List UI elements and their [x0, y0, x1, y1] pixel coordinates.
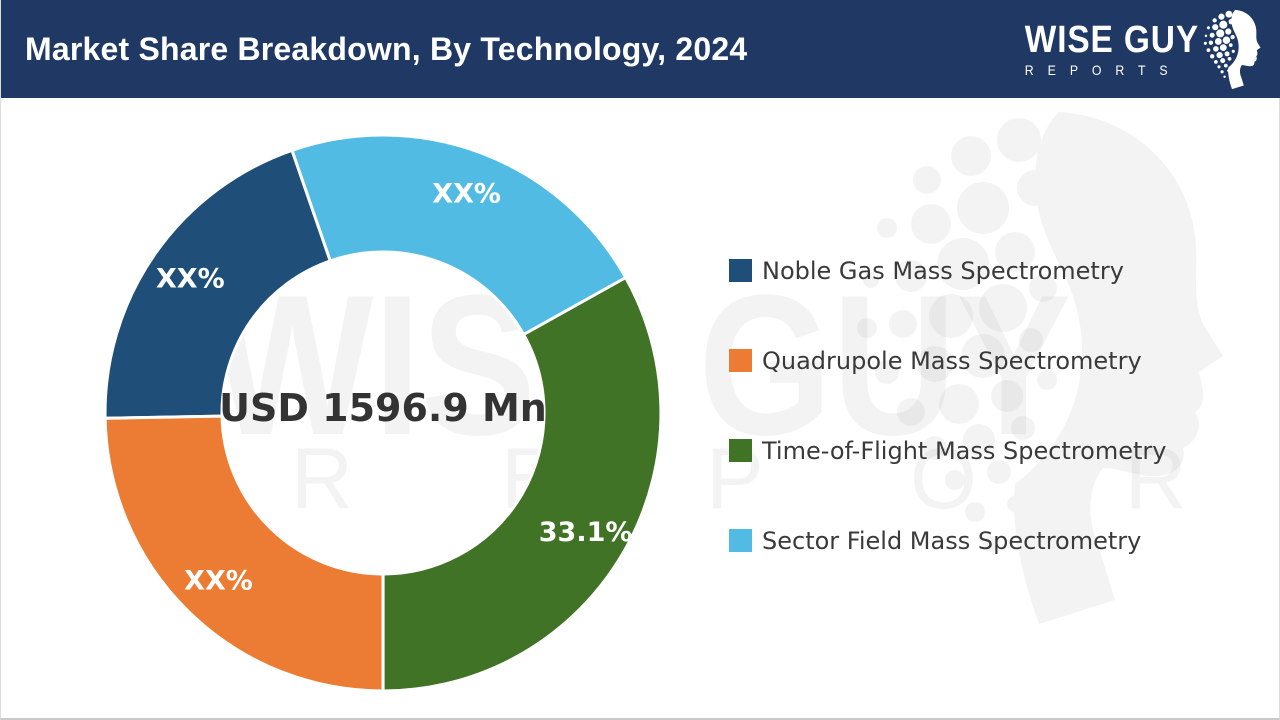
wise-guy-reports-logo: WISE GUY R E P O R T S — [1001, 9, 1263, 90]
legend-item-sector-field: Sector Field Mass Spectrometry — [729, 518, 1166, 563]
header: Market Share Breakdown, By Technology, 2… — [1, 0, 1280, 98]
logo-tagline: R E P O R T S — [1024, 62, 1173, 78]
page-title: Market Share Breakdown, By Technology, 2… — [25, 30, 748, 67]
chart-center-value: USD 1596.9 Mn — [219, 386, 547, 430]
slice-label-1: XX% — [184, 566, 253, 597]
slice-label-2: 33.1% — [539, 517, 633, 548]
legend-label-sector-field: Sector Field Mass Spectrometry — [762, 526, 1142, 555]
legend-label-time-of-flight: Time-of-Flight Mass Spectrometry — [762, 436, 1167, 465]
legend-item-time-of-flight: Time-of-Flight Mass Spectrometry — [729, 428, 1166, 473]
wedge-3 — [290, 133, 628, 336]
legend-label-quadrupole: Quadrupole Mass Spectrometry — [762, 346, 1142, 375]
wedge-1 — [103, 414, 385, 693]
slice-label-3: XX% — [432, 179, 501, 210]
legend-label-noble-gas: Noble Gas Mass Spectrometry — [762, 256, 1124, 285]
legend-swatch-quadrupole — [729, 349, 752, 372]
legend-swatch-time-of-flight — [729, 439, 752, 462]
wedge-2 — [381, 276, 663, 693]
logo-text: WISE GUY R E P O R T S — [1025, 21, 1199, 77]
wedge-0 — [103, 148, 332, 420]
chart-legend: Noble Gas Mass Spectrometry Quadrupole M… — [729, 248, 1166, 563]
legend-item-noble-gas: Noble Gas Mass Spectrometry — [729, 248, 1166, 293]
donut-chart: XX% XX% 33.1% XX% — [103, 133, 663, 693]
legend-swatch-noble-gas — [729, 259, 752, 282]
logo-name: WISE GUY — [1024, 19, 1199, 61]
head-profile-icon — [1203, 9, 1261, 89]
legend-item-quadrupole: Quadrupole Mass Spectrometry — [729, 338, 1166, 383]
slice-label-0: XX% — [156, 264, 225, 295]
legend-swatch-sector-field — [729, 529, 752, 552]
